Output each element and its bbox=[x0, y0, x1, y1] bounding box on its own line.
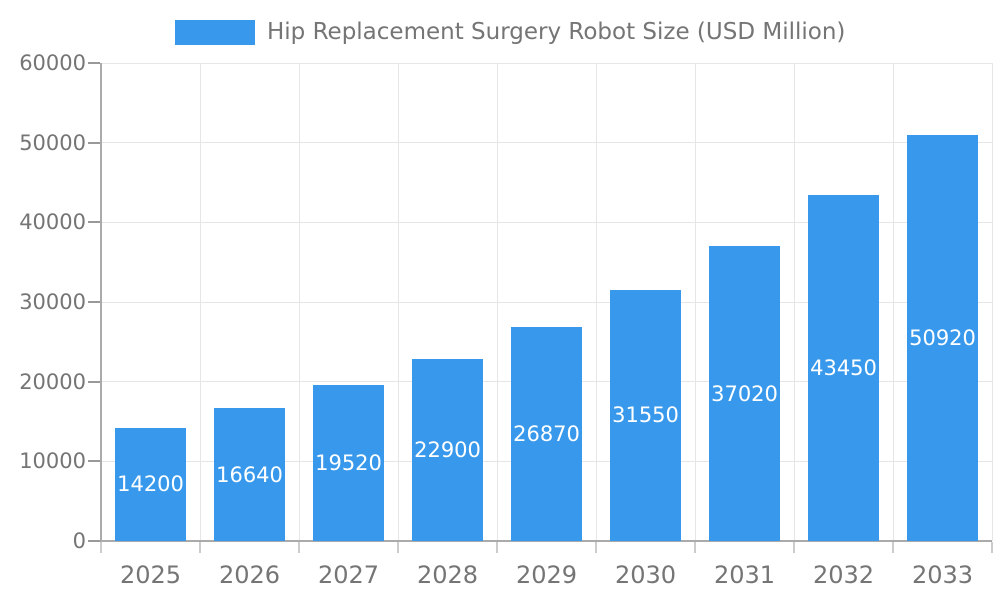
y-gridline bbox=[101, 301, 992, 303]
y-axis-tick-label: 40000 bbox=[19, 210, 86, 235]
bar-2028[interactable]: 22900 bbox=[412, 358, 483, 541]
x-axis-tick-label: 2029 bbox=[515, 561, 578, 589]
y-axis-tick-label: 30000 bbox=[19, 290, 86, 314]
x-axis-line bbox=[93, 540, 992, 542]
y-axis-tick-label: 0 bbox=[72, 529, 86, 553]
x-gridline bbox=[595, 63, 597, 541]
x-axis-tick-label: 2026 bbox=[218, 561, 281, 589]
x-axis-tick-label: 2028 bbox=[416, 561, 479, 589]
bar-value-label: 22900 bbox=[414, 437, 481, 462]
bar-2026[interactable]: 16640 bbox=[214, 408, 285, 541]
x-axis-tick bbox=[793, 542, 795, 553]
y-gridline bbox=[101, 62, 992, 64]
bar-value-label: 31550 bbox=[612, 403, 679, 428]
x-gridline bbox=[397, 63, 399, 541]
x-axis-tick-label: 2032 bbox=[812, 561, 875, 589]
y-axis-tick-label: 50000 bbox=[19, 130, 86, 155]
bar-2029[interactable]: 26870 bbox=[511, 326, 582, 541]
x-axis-tick-label: 2027 bbox=[317, 561, 380, 589]
y-axis-tick bbox=[88, 380, 100, 383]
bar-value-label: 19520 bbox=[315, 451, 382, 476]
bar-2025[interactable]: 14200 bbox=[115, 427, 186, 541]
x-gridline bbox=[298, 63, 300, 541]
x-axis-tick-label: 2030 bbox=[614, 561, 677, 589]
bar-2027[interactable]: 19520 bbox=[313, 385, 384, 541]
legend[interactable]: Hip Replacement Surgery Robot Size (USD … bbox=[175, 20, 845, 45]
bar-value-label: 37020 bbox=[711, 381, 778, 406]
bar-value-label: 14200 bbox=[117, 472, 184, 497]
x-axis-tick-label: 2031 bbox=[713, 561, 776, 589]
y-gridline bbox=[101, 142, 992, 144]
x-axis-tick bbox=[991, 542, 993, 553]
y-axis-line bbox=[100, 63, 102, 543]
x-axis-tick bbox=[100, 542, 102, 553]
x-gridline bbox=[892, 63, 894, 541]
legend-swatch[interactable] bbox=[175, 20, 255, 45]
y-gridline bbox=[101, 221, 992, 223]
y-axis-tick-label: 10000 bbox=[19, 449, 86, 474]
y-axis-tick-label: 60000 bbox=[19, 51, 86, 75]
bar-2031[interactable]: 37020 bbox=[709, 246, 780, 541]
bar-value-label: 16640 bbox=[216, 462, 283, 487]
x-axis-tick bbox=[694, 542, 696, 553]
bar-value-label: 26870 bbox=[513, 421, 580, 446]
x-axis-tick bbox=[298, 542, 300, 553]
x-axis-tick bbox=[199, 542, 201, 553]
bar-2033[interactable]: 50920 bbox=[907, 135, 978, 541]
y-axis-tick bbox=[88, 221, 100, 224]
x-gridline bbox=[793, 63, 795, 541]
y-axis-tick bbox=[88, 460, 100, 463]
x-gridline bbox=[694, 63, 696, 541]
bar-value-label: 50920 bbox=[909, 326, 976, 351]
y-axis-tick bbox=[88, 141, 100, 144]
bar-value-label: 43450 bbox=[810, 355, 877, 380]
x-axis-tick bbox=[892, 542, 894, 553]
y-axis-tick-label: 20000 bbox=[19, 369, 86, 394]
y-axis-tick bbox=[88, 301, 100, 303]
y-axis-tick bbox=[88, 62, 100, 64]
legend-label: Hip Replacement Surgery Robot Size (USD … bbox=[267, 19, 846, 45]
x-axis-tick bbox=[496, 542, 498, 553]
x-axis-tick-label: 2025 bbox=[119, 561, 182, 589]
x-axis-tick-label: 2033 bbox=[911, 561, 974, 589]
x-axis-tick bbox=[397, 542, 399, 553]
bar-2030[interactable]: 31550 bbox=[610, 289, 681, 541]
x-gridline bbox=[991, 63, 993, 541]
y-axis-tick bbox=[88, 540, 100, 542]
bar-2032[interactable]: 43450 bbox=[808, 194, 879, 541]
x-axis-tick bbox=[595, 542, 597, 553]
x-gridline bbox=[496, 63, 498, 541]
x-gridline bbox=[199, 63, 201, 541]
